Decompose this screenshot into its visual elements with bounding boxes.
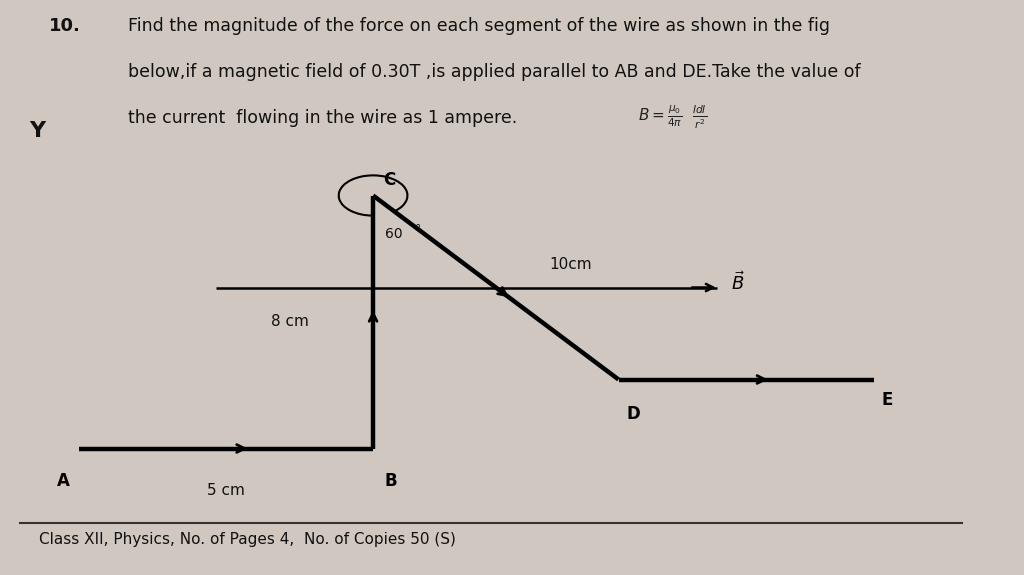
Text: 8 cm: 8 cm xyxy=(271,315,309,329)
Text: $B= \frac{\mu_0}{4\pi}$  $\frac{IdI}{r^2}$: $B= \frac{\mu_0}{4\pi}$ $\frac{IdI}{r^2}… xyxy=(638,104,708,131)
Text: the current  flowing in the wire as 1 ampere.: the current flowing in the wire as 1 amp… xyxy=(128,109,517,127)
Text: D: D xyxy=(627,405,640,423)
Text: A: A xyxy=(57,472,71,489)
Text: C: C xyxy=(383,171,395,189)
Text: $\vec{B}$: $\vec{B}$ xyxy=(731,271,745,294)
Text: E: E xyxy=(882,391,893,409)
Text: Find the magnitude of the force on each segment of the wire as shown in the fig: Find the magnitude of the force on each … xyxy=(128,17,829,35)
Text: B: B xyxy=(385,472,397,489)
Text: 60: 60 xyxy=(385,227,402,241)
Text: below,if a magnetic field of 0.30T ,is applied parallel to AB and DE.Take the va: below,if a magnetic field of 0.30T ,is a… xyxy=(128,63,860,81)
Text: Class XII, Physics, No. of Pages 4,  No. of Copies 50 (S): Class XII, Physics, No. of Pages 4, No. … xyxy=(39,532,456,547)
Text: 10cm: 10cm xyxy=(550,257,593,272)
Text: 10.: 10. xyxy=(49,17,81,35)
Text: °: ° xyxy=(415,223,421,236)
Text: 5 cm: 5 cm xyxy=(207,483,245,498)
Text: Y: Y xyxy=(30,121,46,141)
